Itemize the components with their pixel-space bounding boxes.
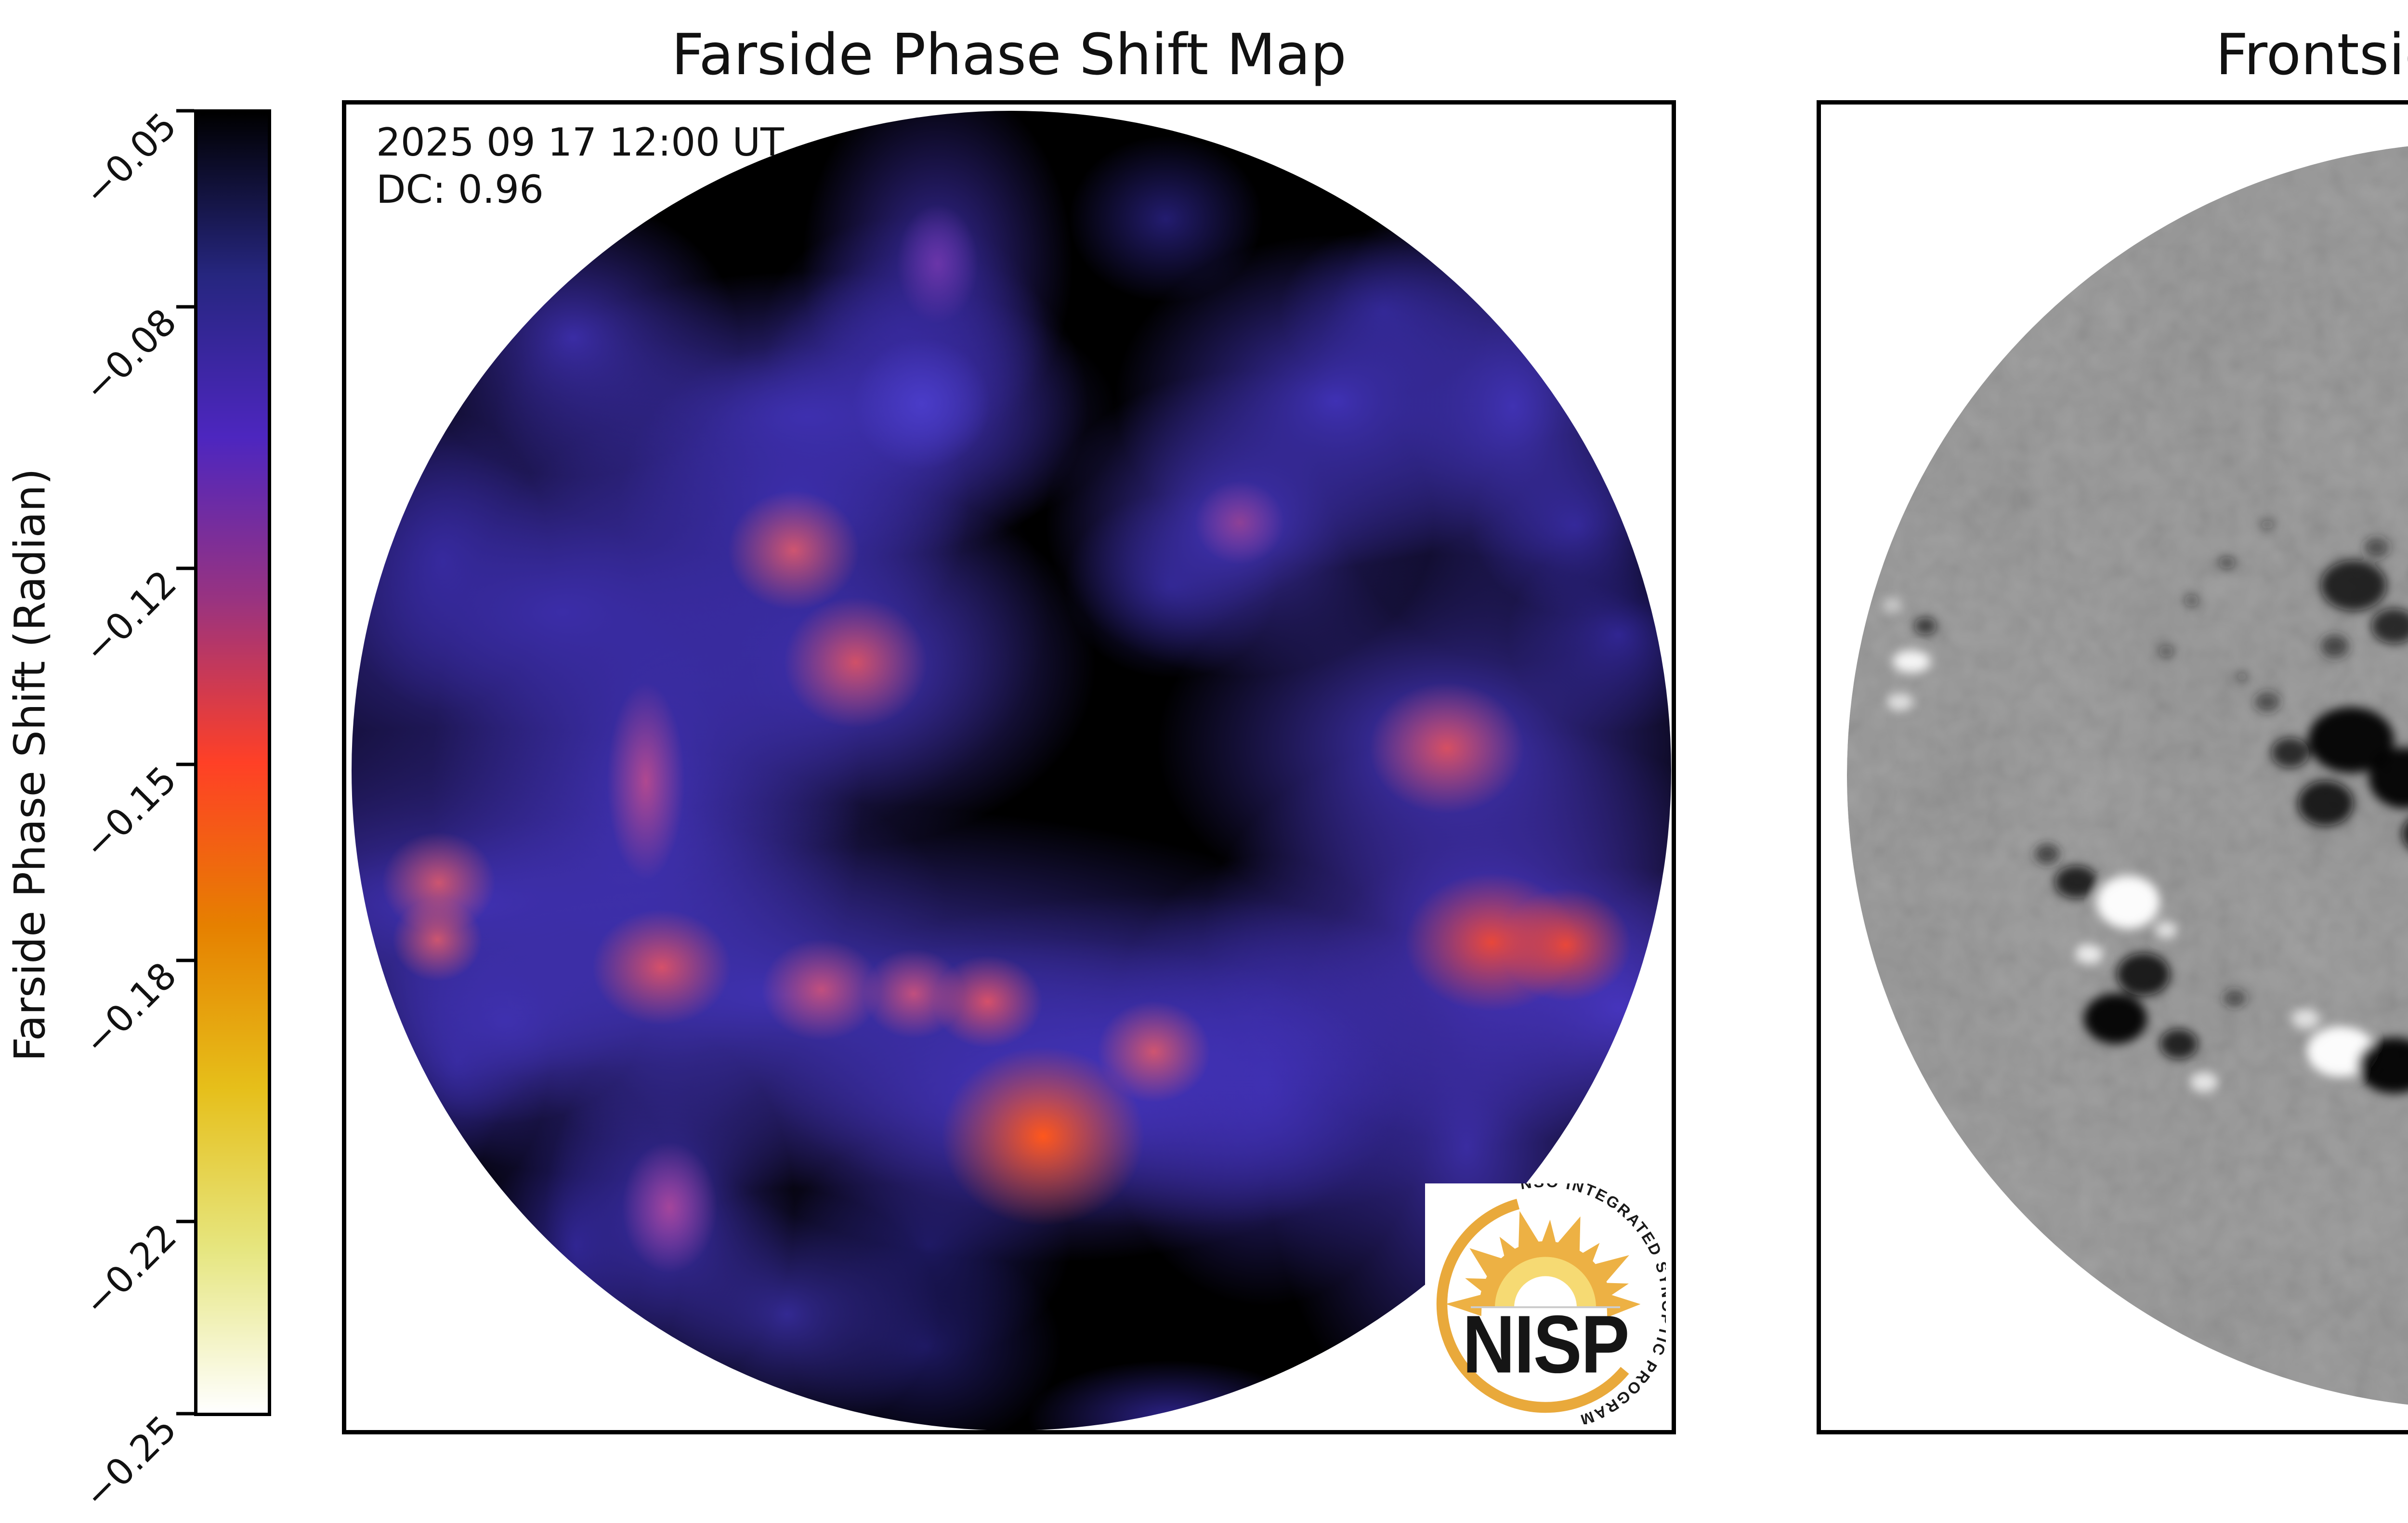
farside-panel: 2025 09 17 12:00 UT DC: 0.96 bbox=[342, 100, 1676, 1434]
right-panel-title: Frontside Mag Map bbox=[2215, 21, 2408, 88]
mag-spot bbox=[2260, 519, 2275, 530]
mag-spot bbox=[2117, 953, 2170, 996]
farside-disk bbox=[352, 111, 1671, 1431]
mag-spot bbox=[2271, 737, 2309, 768]
mag-spot bbox=[1892, 650, 1931, 673]
left-panel-title: Farside Phase Shift Map bbox=[671, 21, 1347, 88]
mag-spot bbox=[2155, 921, 2178, 939]
colorbar-tick-label: −0.25 bbox=[75, 1407, 185, 1517]
mag-spot bbox=[2291, 1008, 2319, 1029]
mag-spot bbox=[2320, 560, 2387, 611]
mag-spot bbox=[2159, 1029, 2198, 1060]
mag-spot bbox=[1882, 598, 1903, 614]
mag-spot bbox=[2357, 1037, 2408, 1094]
mag-spot bbox=[2320, 635, 2349, 658]
mag-spot bbox=[2254, 692, 2280, 712]
colorbar-tick bbox=[176, 1412, 194, 1416]
mag-spot bbox=[2308, 707, 2395, 773]
mag-spot bbox=[1914, 617, 1937, 635]
nisp-logo bbox=[1425, 1183, 1666, 1424]
coarse-grain-texture bbox=[1847, 142, 2408, 1409]
mag-spot bbox=[2184, 594, 2199, 607]
mag-spot bbox=[2218, 556, 2236, 569]
colorbar-tick bbox=[176, 109, 194, 113]
mag-spot bbox=[1886, 693, 1914, 711]
annotation-date: 2025 09 17 12:00 UT bbox=[376, 120, 784, 165]
mag-spot bbox=[2083, 993, 2147, 1044]
mag-spot bbox=[2371, 608, 2408, 644]
colorbar-tick-label: −0.22 bbox=[75, 1215, 185, 1325]
mag-spot bbox=[2364, 537, 2389, 558]
mag-spot bbox=[2190, 1072, 2218, 1092]
colorbar-tick-label: −0.08 bbox=[75, 300, 185, 410]
colorbar-tick bbox=[176, 566, 194, 570]
colorbar-tick bbox=[176, 1220, 194, 1223]
colorbar bbox=[194, 109, 271, 1416]
colorbar-tick bbox=[176, 762, 194, 766]
magnetogram-disk bbox=[1847, 142, 2408, 1409]
colorbar-tick bbox=[176, 958, 194, 962]
colorbar-tick-label: −0.12 bbox=[75, 562, 185, 672]
mag-spot bbox=[2096, 875, 2160, 929]
mag-spot bbox=[2158, 645, 2174, 658]
date-annotation: 2025 09 17 12:00 UT DC: 0.96 bbox=[376, 119, 784, 213]
magnetogram-panel bbox=[1817, 100, 2408, 1434]
colorbar-tick bbox=[176, 305, 194, 309]
mag-blobs bbox=[1882, 519, 2408, 1094]
mag-spot bbox=[2236, 671, 2249, 682]
colorbar-tick-label: −0.18 bbox=[75, 954, 185, 1064]
mag-spot bbox=[2223, 989, 2246, 1008]
colorbar-axis-label: Farside Phase Shift (Radian) bbox=[5, 468, 55, 1062]
mag-spot bbox=[2298, 780, 2354, 827]
mag-spot bbox=[2055, 865, 2098, 899]
colorbar-tick-label: −0.15 bbox=[75, 758, 185, 868]
annotation-dc: DC: 0.96 bbox=[376, 167, 544, 212]
mag-spot bbox=[2034, 844, 2060, 865]
colorbar-tick-label: −0.05 bbox=[75, 104, 185, 214]
mag-spot bbox=[2369, 748, 2408, 809]
mag-spot bbox=[2075, 944, 2103, 964]
